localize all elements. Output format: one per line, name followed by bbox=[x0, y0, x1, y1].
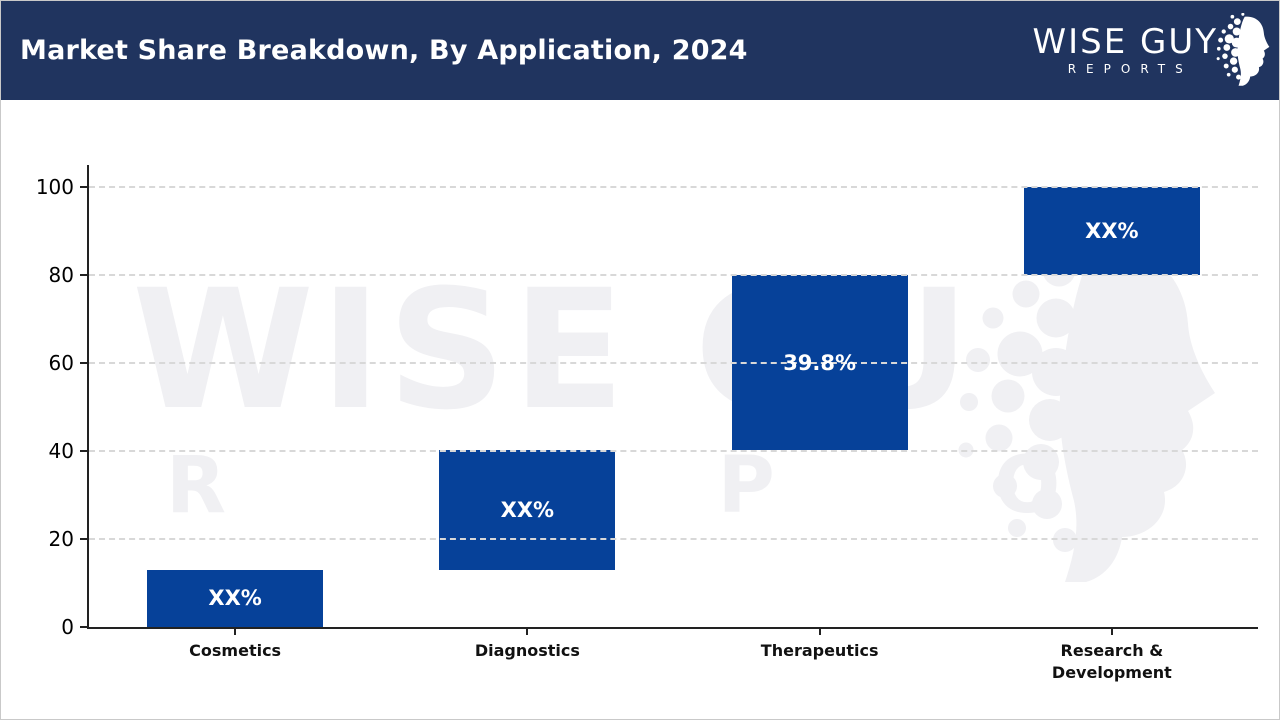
bar-value-label: 39.8% bbox=[783, 350, 857, 375]
y-axis-tick-label: 60 bbox=[48, 351, 74, 375]
x-axis-tick bbox=[818, 629, 821, 635]
y-axis-tick-label: 0 bbox=[61, 615, 74, 639]
gridline-y20 bbox=[89, 538, 1258, 540]
y-axis-tick-label: 20 bbox=[48, 527, 74, 551]
gridline-y60 bbox=[89, 362, 1258, 364]
y-axis-tick bbox=[80, 362, 87, 364]
brand-name: WISE GUY bbox=[1032, 22, 1218, 62]
bar-diagnostics bbox=[439, 450, 616, 570]
bar-value-label: XX% bbox=[500, 497, 555, 522]
y-axis-tick bbox=[80, 186, 87, 188]
x-axis-tick bbox=[234, 629, 237, 635]
brand-logo-text: WISE GUY REPORTS bbox=[1032, 25, 1218, 75]
y-axis-line bbox=[87, 165, 89, 629]
watermark: WISE GU R E P O R T S bbox=[132, 268, 1280, 525]
wise-guy-head-icon bbox=[1210, 13, 1272, 87]
y-axis-tick bbox=[80, 538, 87, 540]
page-title: Market Share Breakdown, By Application, … bbox=[20, 34, 748, 66]
x-axis-category-label: Cosmetics bbox=[189, 641, 282, 660]
gridline-y80 bbox=[89, 274, 1258, 276]
gridline-y100 bbox=[89, 186, 1258, 188]
x-axis-category-label: Therapeutics bbox=[760, 641, 879, 660]
y-axis-tick-label: 80 bbox=[48, 263, 74, 287]
gridline-y40 bbox=[89, 450, 1258, 452]
x-axis-tick bbox=[526, 629, 529, 635]
y-axis-tick-label: 40 bbox=[48, 439, 74, 463]
brand-logo: WISE GUY REPORTS bbox=[1032, 13, 1272, 87]
x-axis-category-label: Diagnostics bbox=[474, 641, 580, 660]
x-axis-tick bbox=[1110, 629, 1113, 635]
x-axis-category-label: Research & Development bbox=[1051, 641, 1172, 682]
y-axis-tick-label: 100 bbox=[35, 175, 74, 199]
bar-value-label: XX% bbox=[208, 586, 262, 611]
y-axis-tick bbox=[80, 274, 87, 276]
bar-cosmetics bbox=[147, 569, 324, 627]
header-bar: Market Share Breakdown, By Application, … bbox=[0, 0, 1280, 100]
bar-value-label: XX% bbox=[1085, 219, 1139, 243]
y-axis-tick bbox=[80, 450, 87, 452]
bar-research-development bbox=[1023, 187, 1200, 275]
x-axis-line bbox=[87, 627, 1258, 629]
brand-tagline: REPORTS bbox=[1067, 62, 1193, 76]
y-axis-tick bbox=[80, 626, 87, 628]
watermark-head-icon bbox=[927, 228, 1227, 588]
